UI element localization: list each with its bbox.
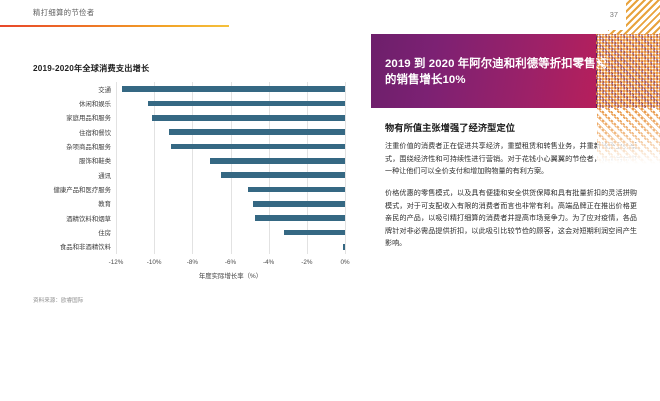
chart-category-label: 杂项商品和服务 — [66, 143, 111, 151]
chart-bar — [255, 215, 345, 221]
body-column: 物有所值主张增强了经济型定位 注重价值的消费者正在促进共享经济，重塑租赁和转售业… — [385, 120, 637, 259]
chart-bar — [148, 100, 345, 107]
chart-bar — [152, 115, 345, 121]
chart-bar — [247, 186, 345, 193]
chart-x-axis-title: 年度实际增长率（%） — [198, 273, 263, 280]
body-heading: 物有所值主张增强了经济型定位 — [385, 123, 516, 133]
chart-bar — [209, 158, 345, 164]
chart-bar-row: 通讯 — [98, 168, 345, 182]
chart-bar — [121, 86, 345, 92]
chart-bar-row: 休闲和娱乐 — [79, 96, 345, 110]
chart-category-label: 服饰和鞋类 — [79, 158, 111, 166]
chart-bar-row: 酒精饮料和烟草 — [66, 211, 345, 225]
chart-category-label: 酒精饮料和烟草 — [66, 215, 111, 223]
chart-gridline — [306, 82, 308, 254]
chart-x-tick: -12% — [108, 259, 124, 266]
chart-bar-row: 教育 — [98, 197, 345, 211]
chart-bar — [283, 229, 345, 236]
chart-x-tick-labels: -12% -10% -8% -6% -4% -2% 0% — [109, 259, 350, 271]
chart-category-label: 交通 — [98, 86, 111, 94]
chart-bar-row: 家庭用品和服务 — [66, 111, 345, 125]
chart-title: 2019-2020年全球消费支出增长 — [33, 64, 150, 73]
chart-category-label: 食品和非酒精饮料 — [59, 244, 111, 252]
chart-panel: 2019-2020年全球消费支出增长 交通休闲和娱乐家庭用品和服务住宿和餐饮杂项… — [0, 34, 362, 334]
chart-bar — [253, 201, 345, 207]
chart-category-label: 家庭用品和服务 — [66, 115, 111, 123]
chart-gridline — [345, 82, 346, 254]
chart-bar — [171, 143, 345, 150]
chart-x-tick: -2% — [301, 259, 313, 266]
chart-bar-row: 交通 — [98, 82, 345, 96]
running-header-title: 精打细算的节俭者 — [33, 8, 95, 17]
body-paragraph: 注重价值的消费者正在促进共享经济，重塑租赁和转售业务，并重新调整业务模式，围绕经… — [385, 142, 637, 176]
chart-x-tick: -8% — [186, 259, 198, 266]
chart-gridline — [116, 82, 117, 254]
chart-gridline — [230, 82, 232, 254]
side-decoration-fade — [597, 108, 660, 164]
body-paragraph: 价格优惠的零售模式，以及具有便捷和安全供货保障和具有批量折扣的灵活拼购模式，对于… — [385, 188, 637, 248]
chart-bar — [343, 244, 345, 250]
page-number: 37 — [609, 10, 618, 19]
chart-category-label: 通讯 — [98, 172, 111, 180]
chart-category-label: 教育 — [98, 201, 111, 209]
chart-x-tick: -4% — [263, 259, 275, 266]
corner-decoration-mask — [604, 0, 626, 30]
chart-x-tick: -10% — [146, 259, 162, 266]
chart-category-label: 住宿和餐饮 — [79, 129, 111, 137]
chart-category-label: 住房 — [98, 229, 111, 237]
chart-bar-row: 住宿和餐饮 — [79, 125, 345, 139]
chart-bar — [220, 172, 345, 178]
chart-plot-area: 交通休闲和娱乐家庭用品和服务住宿和餐饮杂项商品和服务服饰和鞋类通讯健康产品和医疗… — [53, 82, 346, 254]
chart-x-tick: 0% — [340, 259, 350, 266]
chart-gridline — [268, 82, 270, 254]
chart-bar-row: 食品和非酒精饮料 — [60, 240, 345, 254]
chart-bar-row: 健康产品和医疗服务 — [53, 182, 345, 196]
chart-category-label: 休闲和娱乐 — [79, 100, 111, 108]
chart-bar-row: 杂项商品和服务 — [66, 139, 345, 153]
chart-bar — [169, 129, 345, 135]
chart-gridline — [192, 82, 194, 254]
chart-bar-row: 住房 — [98, 225, 345, 239]
chart-bar-row: 服饰和鞋类 — [79, 154, 345, 168]
highlight-card-title: 2019 到 2020 年阿尔迪和利德等折扣零售商的销售增长10% — [385, 58, 608, 87]
chart-x-tick: -6% — [224, 259, 237, 266]
header-accent-rule — [0, 25, 229, 27]
chart-category-label: 健康产品和医疗服务 — [53, 186, 111, 194]
chart-gridline — [154, 82, 156, 254]
chart-source-note: 资料来源：欧睿国际 — [33, 298, 84, 304]
